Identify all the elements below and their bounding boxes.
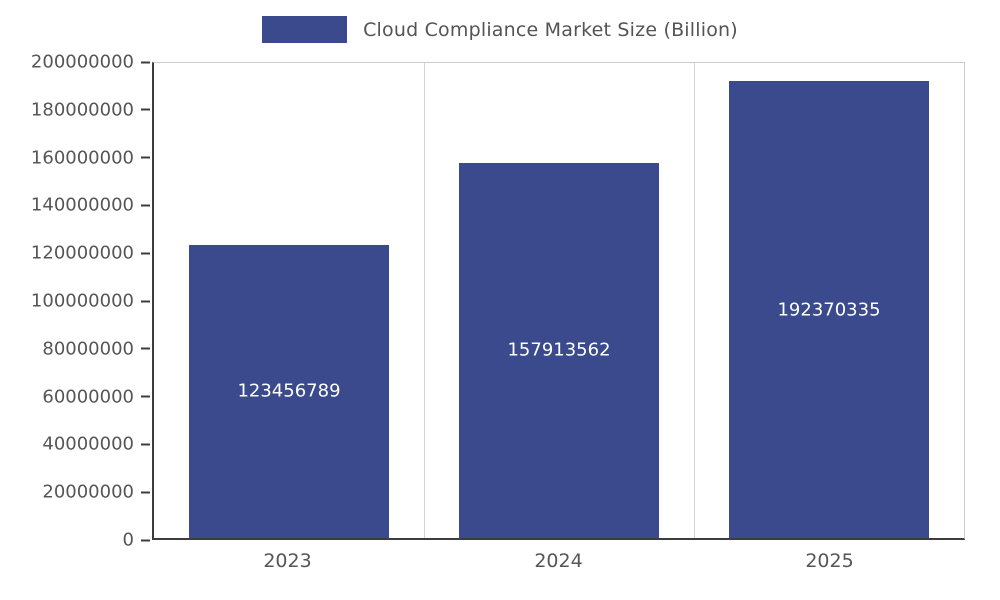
bar-value-label: 157913562 <box>507 339 611 361</box>
y-tick-label: 60000000 <box>42 386 134 408</box>
x-tick-label-2025: 2025 <box>805 550 854 572</box>
y-tick: 40000000 <box>42 434 150 455</box>
y-tick-label: 200000000 <box>30 51 134 73</box>
y-tick-label: 80000000 <box>42 338 134 360</box>
y-tick-mark <box>141 300 150 302</box>
x-tick-label-2024: 2024 <box>534 550 583 572</box>
y-tick-label: 100000000 <box>30 290 134 312</box>
y-tick-mark <box>141 491 150 494</box>
y-tick-mark <box>141 443 150 446</box>
y-tick: 60000000 <box>42 386 150 407</box>
y-tick-mark <box>141 395 150 398</box>
y-tick-label: 0 <box>122 529 134 551</box>
gridline-vertical <box>423 63 425 538</box>
x-axis: 2023 2024 2025 <box>152 550 965 586</box>
y-tick: 20000000 <box>42 482 150 503</box>
chart-title: Cloud Compliance Market Size (Billion) <box>363 18 738 41</box>
y-tick: 100000000 <box>31 291 150 312</box>
y-tick-label: 160000000 <box>30 147 134 169</box>
y-tick: 80000000 <box>42 338 150 359</box>
y-tick-mark <box>141 347 150 350</box>
legend: Cloud Compliance Market Size (Billion) <box>0 16 1000 43</box>
bar-value-label: 192370335 <box>777 299 881 321</box>
y-tick-label: 20000000 <box>42 481 134 503</box>
y-tick-mark <box>141 61 150 63</box>
y-tick-mark <box>141 539 150 541</box>
y-tick-label: 180000000 <box>30 99 134 121</box>
gridline-vertical <box>693 63 695 538</box>
y-tick: 200000000 <box>31 52 150 73</box>
y-tick: 160000000 <box>31 147 150 168</box>
bar-2025: 192370335 <box>729 81 929 538</box>
legend-swatch <box>262 16 348 43</box>
y-axis: 0 20000000 40000000 60000000 80000000 1000000… <box>0 52 150 551</box>
bar-2024: 157913562 <box>459 162 659 538</box>
x-tick-label-2023: 2023 <box>263 550 312 572</box>
y-tick-mark <box>141 108 150 111</box>
y-tick-label: 140000000 <box>30 194 134 216</box>
y-tick-mark <box>141 252 150 255</box>
y-tick: 120000000 <box>31 243 150 264</box>
plot-area: 123456789 157913562 192370335 <box>152 62 965 540</box>
y-tick: 0 <box>123 530 150 551</box>
y-tick-label: 120000000 <box>30 242 134 264</box>
bar-2023: 123456789 <box>188 244 389 538</box>
y-tick: 140000000 <box>31 195 150 216</box>
y-tick: 180000000 <box>31 99 150 120</box>
y-tick-mark <box>141 156 150 159</box>
bar-value-label: 123456789 <box>237 380 341 402</box>
y-tick-mark <box>141 204 150 207</box>
y-tick-label: 40000000 <box>42 433 134 455</box>
